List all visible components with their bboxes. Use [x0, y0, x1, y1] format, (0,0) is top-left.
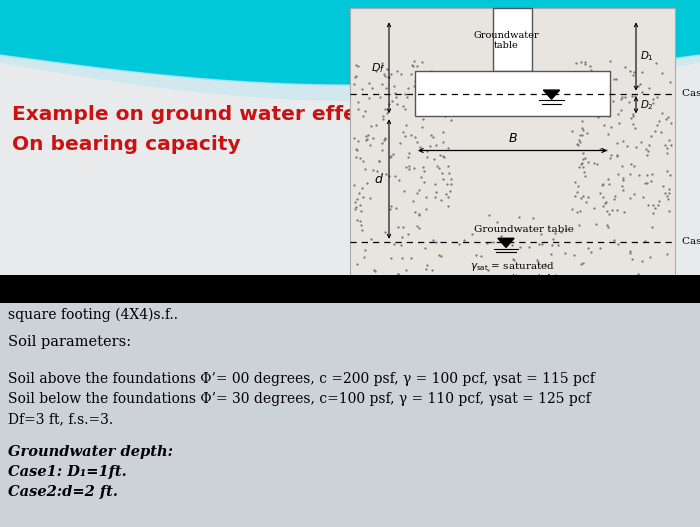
Text: $D_1$: $D_1$: [640, 50, 654, 63]
Text: Groundwater depth:: Groundwater depth:: [8, 445, 173, 459]
Bar: [415, 71, 610, 116]
Polygon shape: [543, 90, 559, 99]
Text: Groundwater
table: Groundwater table: [473, 31, 539, 50]
Text: $d$: $d$: [374, 172, 384, 186]
Text: Soil below the foundations Φ’= 30 degrees, c=100 psf, γ = 110 pcf, γsat = 125 pc: Soil below the foundations Φ’= 30 degree…: [8, 392, 591, 406]
Polygon shape: [498, 238, 514, 247]
Text: On bearing capacity: On bearing capacity: [12, 135, 241, 154]
Text: Case I: Case I: [682, 89, 700, 98]
Text: Case1: D₁=1ft.: Case1: D₁=1ft.: [8, 465, 127, 479]
Bar: [0, 60, 700, 300]
Text: Soil parameters:: Soil parameters:: [8, 335, 131, 349]
Text: $\gamma_\mathrm{sat}$ = saturated
          unit weight: $\gamma_\mathrm{sat}$ = saturated unit w…: [466, 260, 559, 283]
Text: Case2:d=2 ft.: Case2:d=2 ft.: [8, 485, 118, 499]
Bar: [0, 275, 700, 303]
Text: Groundwater table: Groundwater table: [473, 225, 573, 233]
Text: square footing (4X4)s.f..: square footing (4X4)s.f..: [8, 308, 178, 323]
Text: $D_2$: $D_2$: [640, 98, 654, 112]
Text: $B$: $B$: [508, 132, 517, 145]
Bar: [350, 8, 675, 293]
Text: Example on ground water effect: Example on ground water effect: [12, 105, 379, 124]
Bar: [493, 8, 532, 71]
Text: $D_f$: $D_f$: [371, 61, 385, 75]
Text: Soil above the foundations Φ’= 00 degrees, c =200 psf, γ = 100 pcf, γsat = 115 p: Soil above the foundations Φ’= 00 degree…: [8, 372, 595, 386]
Bar: [0, 303, 700, 527]
Text: Case II: Case II: [682, 237, 700, 246]
Text: Df=3 ft, f.s.=3.: Df=3 ft, f.s.=3.: [8, 412, 113, 426]
Bar: [0, 0, 700, 295]
